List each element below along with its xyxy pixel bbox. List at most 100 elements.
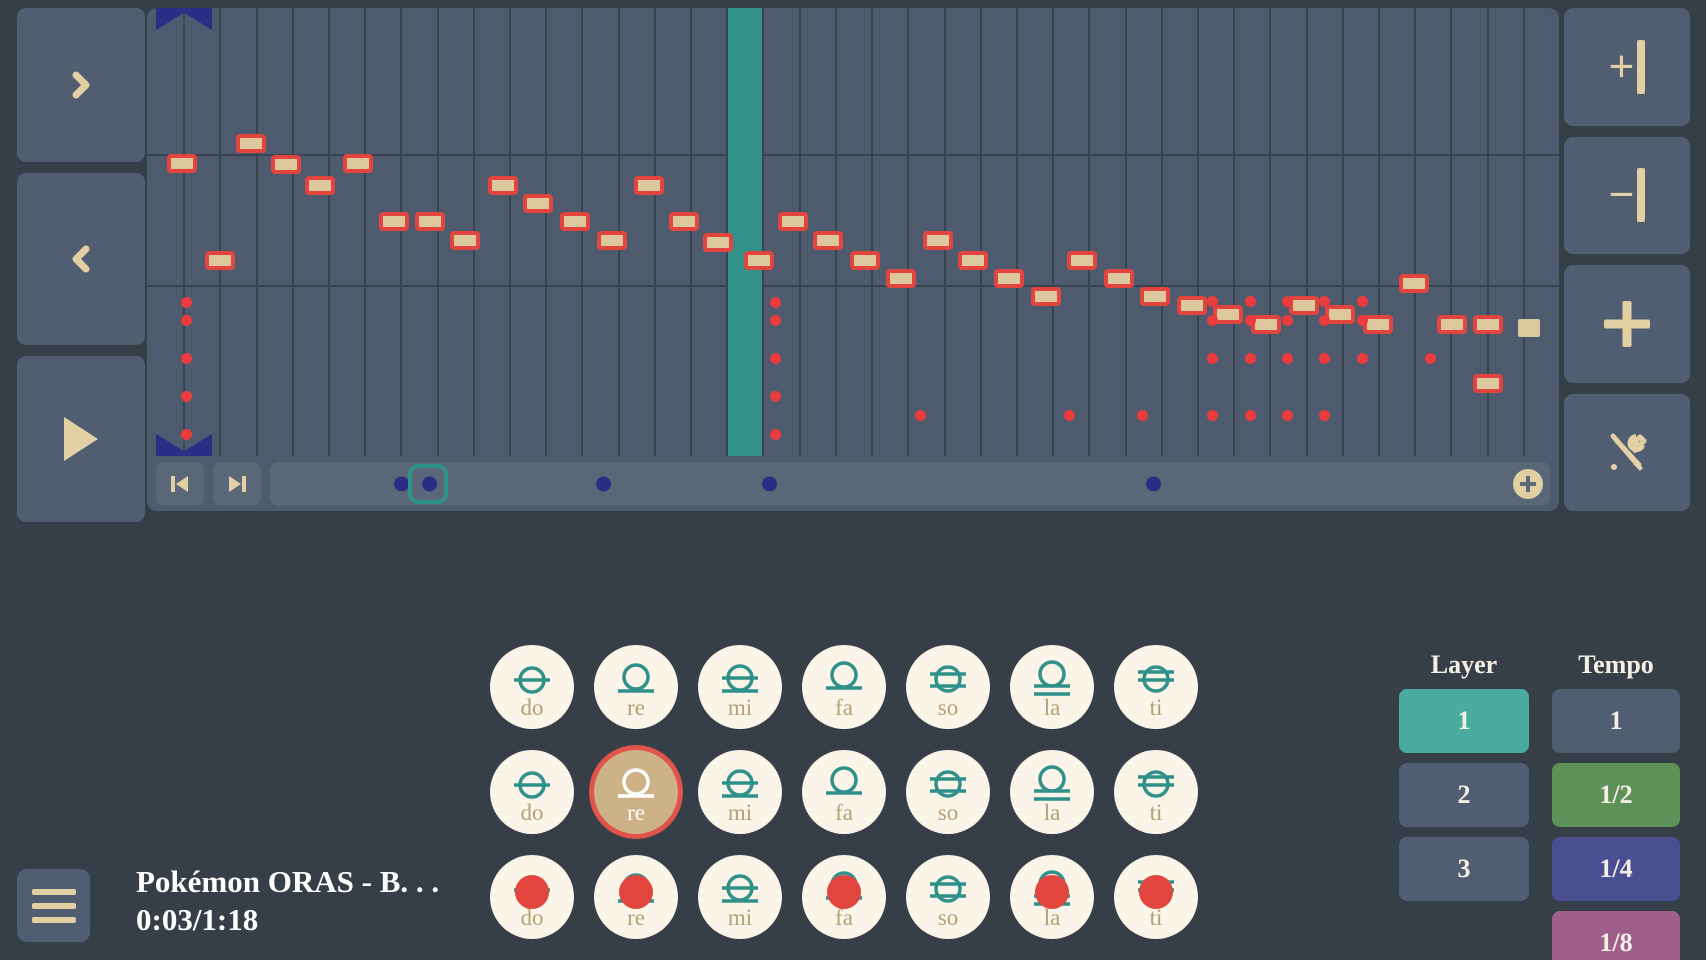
grid-dot[interactable] — [1357, 296, 1368, 307]
grid-dot[interactable] — [1064, 410, 1075, 421]
remove-measure-button[interactable]: − — [1564, 136, 1690, 254]
grid-note[interactable] — [1031, 287, 1061, 306]
skip-forward-button[interactable] — [213, 461, 261, 506]
grid-dot[interactable] — [1282, 353, 1293, 364]
note-button-re-octave-high[interactable]: re — [594, 645, 678, 729]
tempo-option-1[interactable]: 1 — [1552, 689, 1680, 753]
grid-note[interactable] — [1213, 305, 1243, 324]
grid-dot[interactable] — [1245, 296, 1256, 307]
page-dot[interactable] — [394, 476, 409, 491]
play-button[interactable] — [17, 356, 145, 522]
grid-note[interactable] — [1473, 315, 1503, 334]
grid-note[interactable] — [958, 251, 988, 270]
skip-back-button[interactable] — [156, 461, 204, 506]
grid-note[interactable] — [813, 231, 843, 250]
grid-dot[interactable] — [1137, 410, 1148, 421]
grid-dot[interactable] — [1425, 353, 1436, 364]
grid-note[interactable] — [167, 154, 197, 173]
add-button[interactable] — [1564, 265, 1690, 383]
note-button-mi-octave-low[interactable]: mi — [698, 855, 782, 939]
grid-note[interactable] — [1140, 287, 1170, 306]
grid-note[interactable] — [1289, 296, 1319, 315]
grid-dot[interactable] — [181, 297, 192, 308]
tools-button[interactable] — [1564, 393, 1690, 511]
note-button-la-octave-mid[interactable]: la — [1010, 750, 1094, 834]
grid-note[interactable] — [488, 176, 518, 195]
grid-dot[interactable] — [1357, 353, 1368, 364]
grid-dot[interactable] — [1207, 410, 1218, 421]
grid-dot[interactable] — [181, 391, 192, 402]
note-button-re-octave-mid[interactable]: re — [594, 750, 678, 834]
layer-option-1[interactable]: 1 — [1399, 689, 1529, 753]
grid-dot[interactable] — [770, 429, 781, 440]
grid-dot[interactable] — [1207, 315, 1218, 326]
grid-note[interactable] — [450, 231, 480, 250]
note-button-fa-octave-low[interactable]: fa — [802, 855, 886, 939]
grid-dot[interactable] — [1282, 315, 1293, 326]
grid-note[interactable] — [560, 212, 590, 231]
tempo-option-1-4[interactable]: 1/4 — [1552, 837, 1680, 901]
grid-note[interactable] — [1399, 274, 1429, 293]
note-button-la-octave-high[interactable]: la — [1010, 645, 1094, 729]
layer-option-3[interactable]: 3 — [1399, 837, 1529, 901]
grid-dot[interactable] — [1319, 353, 1330, 364]
grid-note[interactable] — [703, 233, 733, 252]
grid-dot[interactable] — [1282, 296, 1293, 307]
grid-note[interactable] — [271, 155, 301, 174]
page-dot[interactable] — [422, 476, 437, 491]
grid-note[interactable] — [205, 251, 235, 270]
grid-dot[interactable] — [1357, 315, 1368, 326]
grid-note[interactable] — [1177, 296, 1207, 315]
note-button-re-octave-low[interactable]: re — [594, 855, 678, 939]
grid-note[interactable] — [1437, 315, 1467, 334]
grid-dot[interactable] — [770, 353, 781, 364]
note-button-fa-octave-mid[interactable]: fa — [802, 750, 886, 834]
grid-dot[interactable] — [915, 410, 926, 421]
scroll-left-button[interactable] — [17, 173, 145, 345]
scroll-right-button[interactable] — [17, 8, 145, 162]
note-button-fa-octave-high[interactable]: fa — [802, 645, 886, 729]
grid-dot[interactable] — [181, 353, 192, 364]
tempo-option-1-8[interactable]: 1/8 — [1552, 911, 1680, 960]
grid-dot[interactable] — [770, 297, 781, 308]
grid-note[interactable] — [778, 212, 808, 231]
grid-note[interactable] — [236, 134, 266, 153]
page-track[interactable] — [270, 461, 1550, 506]
note-button-la-octave-low[interactable]: la — [1010, 855, 1094, 939]
grid-dot[interactable] — [1319, 410, 1330, 421]
add-page-button[interactable] — [1506, 461, 1550, 506]
tempo-option-1-2[interactable]: 1/2 — [1552, 763, 1680, 827]
grid-dot[interactable] — [1207, 296, 1218, 307]
grid-note[interactable] — [923, 231, 953, 250]
grid-dot[interactable] — [770, 315, 781, 326]
note-button-do-octave-low[interactable]: do — [490, 855, 574, 939]
grid-dot[interactable] — [1245, 410, 1256, 421]
grid-dot[interactable] — [1282, 410, 1293, 421]
grid-note[interactable] — [744, 251, 774, 270]
note-button-do-octave-high[interactable]: do — [490, 645, 574, 729]
grid-note[interactable] — [305, 176, 335, 195]
grid-note[interactable] — [1325, 305, 1355, 324]
grid-note[interactable] — [994, 269, 1024, 288]
grid-dot[interactable] — [770, 391, 781, 402]
note-button-ti-octave-high[interactable]: ti — [1114, 645, 1198, 729]
grid-note[interactable] — [1518, 319, 1540, 337]
grid-note[interactable] — [415, 212, 445, 231]
note-button-mi-octave-high[interactable]: mi — [698, 645, 782, 729]
page-dot[interactable] — [762, 476, 777, 491]
grid-dot[interactable] — [1245, 353, 1256, 364]
grid-note[interactable] — [597, 231, 627, 250]
grid-note[interactable] — [669, 212, 699, 231]
grid-note[interactable] — [379, 212, 409, 231]
note-grid[interactable] — [147, 8, 1559, 456]
note-button-mi-octave-mid[interactable]: mi — [698, 750, 782, 834]
note-button-so-octave-high[interactable]: so — [906, 645, 990, 729]
note-button-so-octave-low[interactable]: so — [906, 855, 990, 939]
add-measure-button[interactable]: + — [1564, 8, 1690, 126]
note-button-ti-octave-low[interactable]: ti — [1114, 855, 1198, 939]
grid-dot[interactable] — [181, 429, 192, 440]
grid-note[interactable] — [886, 269, 916, 288]
note-button-do-octave-mid[interactable]: do — [490, 750, 574, 834]
page-dot[interactable] — [596, 476, 611, 491]
note-grid-panel[interactable] — [147, 8, 1559, 511]
